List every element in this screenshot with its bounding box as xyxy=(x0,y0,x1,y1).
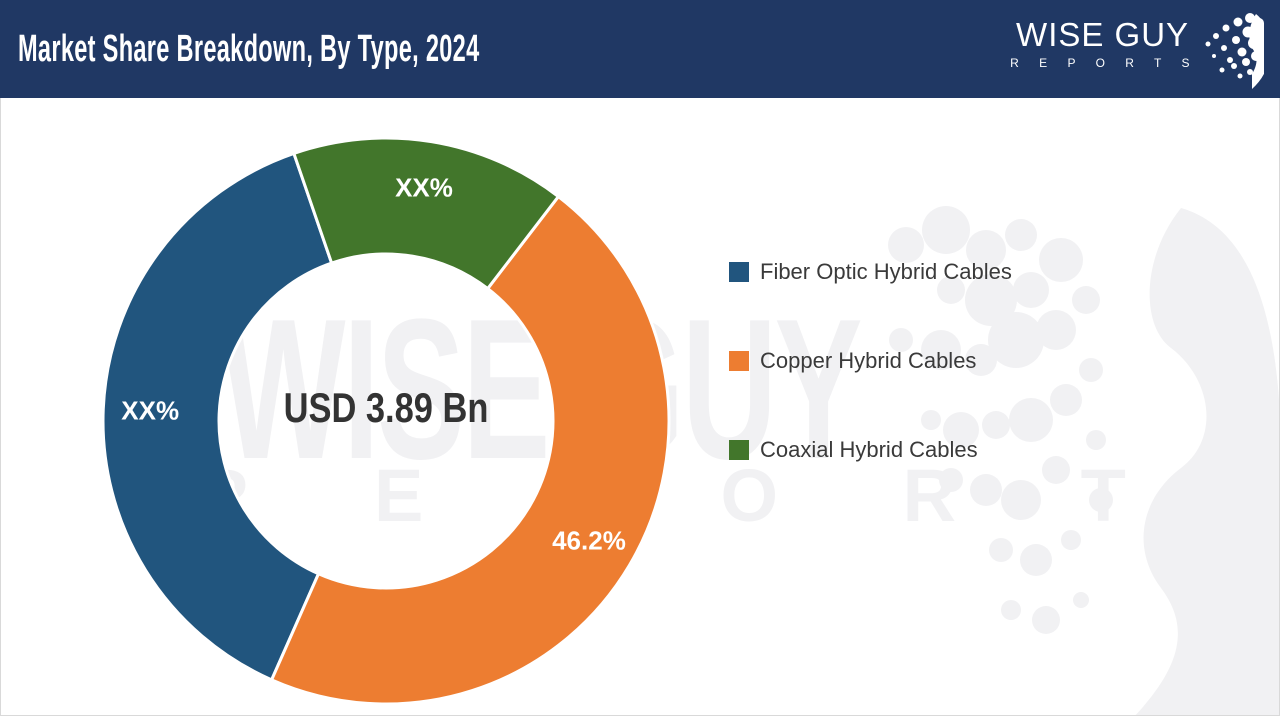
face-dot xyxy=(1079,358,1103,382)
chart-area: WISE GUY R E P O R T S USD 3.89 Bn XX% 46… xyxy=(0,98,1280,716)
donut-segment xyxy=(292,136,560,291)
face-dot xyxy=(1219,67,1225,73)
face-dot xyxy=(1212,54,1216,58)
face-dot xyxy=(1013,272,1049,308)
face-dot xyxy=(1086,430,1106,450)
legend-item-copper: Copper Hybrid Cables xyxy=(729,348,1012,374)
face-dot xyxy=(921,330,961,370)
logo-face-icon xyxy=(1205,13,1264,89)
face-dot xyxy=(1020,544,1052,576)
face-dot xyxy=(989,538,1013,562)
segment-label: XX% xyxy=(395,172,453,203)
legend-swatch-copper xyxy=(729,351,749,371)
legend-swatch-fiber-optic xyxy=(729,262,749,282)
face-profile xyxy=(1135,208,1279,715)
face-dot xyxy=(1072,286,1100,314)
face-dot xyxy=(1227,57,1233,63)
face-dot xyxy=(1213,33,1219,39)
legend-label: Fiber Optic Hybrid Cables xyxy=(760,259,1012,284)
face-dot xyxy=(1205,41,1211,47)
legend-label: Copper Hybrid Cables xyxy=(760,348,977,373)
legend-item-coaxial: Coaxial Hybrid Cables xyxy=(729,437,1012,463)
face-dot xyxy=(988,312,1044,368)
donut-segment xyxy=(270,195,671,706)
header-bar: Market Share Breakdown, By Type, 2024 WI… xyxy=(0,0,1280,98)
face-dot xyxy=(1231,63,1237,69)
face-dot xyxy=(889,328,913,352)
face-dot xyxy=(965,274,1017,326)
face-profile xyxy=(1249,14,1264,89)
watermark-face-icon xyxy=(888,206,1279,715)
donut-segment xyxy=(101,151,334,682)
legend-label: Coaxial Hybrid Cables xyxy=(760,437,978,462)
face-dot xyxy=(1050,384,1082,416)
face-dot xyxy=(1242,58,1250,66)
face-dot xyxy=(1036,310,1076,350)
face-dot xyxy=(921,410,941,430)
face-dot xyxy=(1073,592,1089,608)
face-dot xyxy=(937,276,965,304)
wise-guy-logo: WISE GUY R E P O R T S xyxy=(1007,10,1264,90)
legend-item-fiber-optic: Fiber Optic Hybrid Cables xyxy=(729,259,1012,285)
face-dot xyxy=(1061,530,1081,550)
face-dot xyxy=(1032,606,1060,634)
legend-swatch-coaxial xyxy=(729,440,749,460)
face-dot xyxy=(1009,398,1053,442)
logo-text: WISE GUY R E P O R T S xyxy=(1007,16,1198,70)
face-dot xyxy=(1089,488,1113,512)
face-dot xyxy=(1237,73,1243,79)
donut-chart xyxy=(101,136,671,706)
face-dot xyxy=(965,344,997,376)
face-dot xyxy=(1042,456,1070,484)
face-dot xyxy=(1247,69,1253,75)
face-dot xyxy=(1222,24,1230,32)
face-dot xyxy=(1232,36,1240,44)
face-dot xyxy=(943,412,979,448)
face-dot xyxy=(1039,238,1083,282)
face-dot xyxy=(966,230,1006,270)
face-dot xyxy=(922,206,970,254)
segment-label: 46.2% xyxy=(552,525,626,556)
logo-subtext: R E P O R T S xyxy=(1010,55,1198,70)
donut-center-value: USD 3.89 Bn xyxy=(283,384,489,431)
face-dot xyxy=(939,468,963,492)
legend: Fiber Optic Hybrid Cables Copper Hybrid … xyxy=(729,259,1012,463)
face-dot xyxy=(970,474,1002,506)
face-dot xyxy=(888,227,924,263)
logo-wordmark: WISE GUY xyxy=(1016,16,1190,53)
segment-label: XX% xyxy=(121,395,180,426)
face-dot xyxy=(1001,600,1021,620)
face-dot xyxy=(982,411,1010,439)
face-dot xyxy=(1221,45,1227,51)
face-dot xyxy=(1233,17,1243,27)
page-title: Market Share Breakdown, By Type, 2024 xyxy=(18,28,480,70)
face-dot xyxy=(1005,219,1037,251)
face-dot xyxy=(1237,47,1247,57)
face-dot xyxy=(1001,480,1041,520)
